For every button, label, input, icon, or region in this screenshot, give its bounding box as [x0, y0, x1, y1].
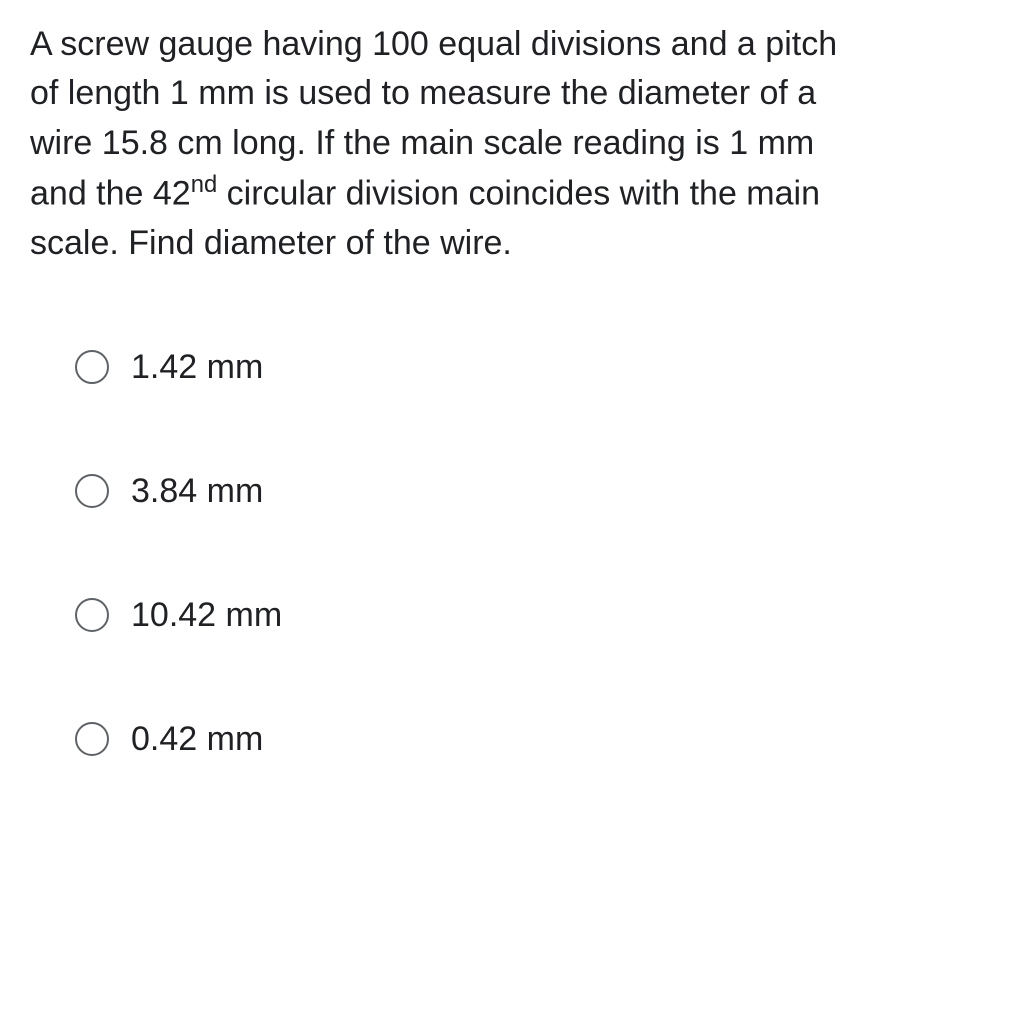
- radio-icon: [75, 722, 109, 756]
- option-label: 10.42 mm: [131, 596, 282, 635]
- option-2[interactable]: 3.84 mm: [75, 472, 994, 511]
- question-line-4-pre: and the 42: [30, 174, 191, 212]
- option-label: 1.42 mm: [131, 348, 263, 387]
- question-line-3: wire 15.8 cm long. If the main scale rea…: [30, 124, 814, 162]
- options-group: 1.42 mm 3.84 mm 10.42 mm 0.42 mm: [30, 348, 994, 759]
- question-superscript: nd: [191, 171, 217, 198]
- question-line-1: A screw gauge having 100 equal divisions…: [30, 25, 837, 63]
- question-line-5: scale. Find diameter of the wire.: [30, 224, 512, 262]
- question-line-2: of length 1 mm is used to measure the di…: [30, 74, 816, 112]
- radio-icon: [75, 598, 109, 632]
- option-3[interactable]: 10.42 mm: [75, 596, 994, 635]
- option-label: 0.42 mm: [131, 720, 263, 759]
- radio-icon: [75, 350, 109, 384]
- radio-icon: [75, 474, 109, 508]
- option-4[interactable]: 0.42 mm: [75, 720, 994, 759]
- question-line-4-post: circular division coincides with the mai…: [217, 174, 820, 212]
- question-text: A screw gauge having 100 equal divisions…: [30, 20, 990, 268]
- option-label: 3.84 mm: [131, 472, 263, 511]
- option-1[interactable]: 1.42 mm: [75, 348, 994, 387]
